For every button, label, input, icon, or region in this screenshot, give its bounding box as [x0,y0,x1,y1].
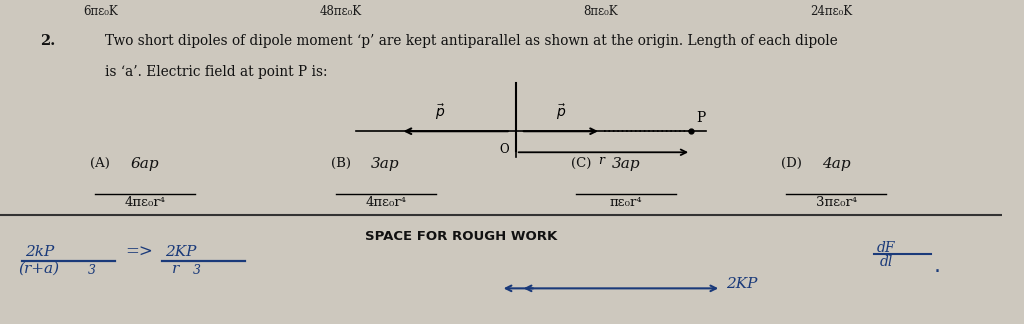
Text: (D): (D) [781,157,802,170]
Text: 3ap: 3ap [372,157,400,171]
Text: dF: dF [877,241,895,255]
Text: (C): (C) [570,157,591,170]
Text: r: r [598,154,604,167]
Text: (r+a): (r+a) [18,262,59,276]
Text: 8πε₀K: 8πε₀K [584,5,618,18]
Text: (B): (B) [331,157,350,170]
Text: 2kP: 2kP [25,245,54,259]
Text: 48πε₀K: 48πε₀K [319,5,361,18]
Text: $\vec{p}$: $\vec{p}$ [556,102,566,122]
Text: 3: 3 [194,264,202,277]
Text: O: O [499,143,509,156]
Text: is ‘a’. Electric field at point P is:: is ‘a’. Electric field at point P is: [105,65,328,79]
Text: 4πε₀r⁴: 4πε₀r⁴ [125,196,166,209]
Text: .: . [934,256,940,276]
Text: P: P [696,111,706,125]
Text: 4πε₀r⁴: 4πε₀r⁴ [366,196,407,209]
Text: 3πε₀r⁴: 3πε₀r⁴ [816,196,857,209]
Text: 2KP: 2KP [165,245,197,259]
Text: (A): (A) [90,157,110,170]
Text: 6ap: 6ap [131,157,160,171]
Text: Two short dipoles of dipole moment ‘p’ are kept antiparallel as shown at the ori: Two short dipoles of dipole moment ‘p’ a… [105,34,838,48]
Text: r: r [172,262,179,276]
Text: $\vec{p}$: $\vec{p}$ [435,102,445,122]
Text: 2.: 2. [40,34,55,48]
Text: SPACE FOR ROUGH WORK: SPACE FOR ROUGH WORK [365,230,557,243]
Text: 24πε₀K: 24πε₀K [810,5,852,18]
Text: 3ap: 3ap [611,157,640,171]
Text: dl: dl [880,255,893,269]
Text: πε₀r⁴: πε₀r⁴ [609,196,642,209]
Text: 2KP: 2KP [726,276,758,291]
Text: 3: 3 [88,264,96,277]
Text: 4ap: 4ap [822,157,851,171]
Text: =>: => [125,244,153,261]
Text: 6πε₀K: 6πε₀K [83,5,118,18]
